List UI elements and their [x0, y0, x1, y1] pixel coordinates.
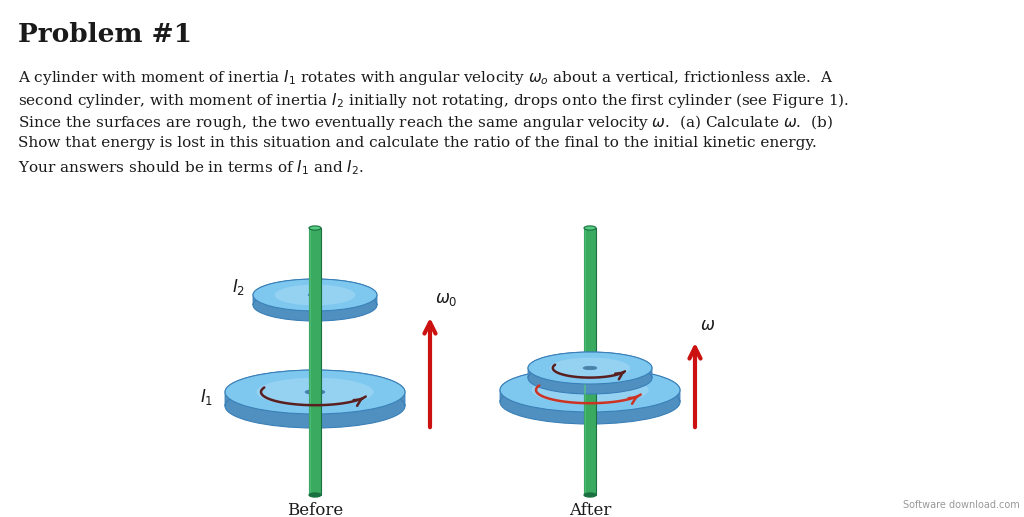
Text: second cylinder, with moment of inertia $I_2$ initially not rotating, drops onto: second cylinder, with moment of inertia … [18, 90, 849, 110]
Ellipse shape [531, 376, 648, 404]
Ellipse shape [305, 390, 325, 394]
Ellipse shape [528, 352, 652, 384]
Polygon shape [253, 279, 377, 305]
Text: Your answers should be in terms of $I_1$ and $I_2$.: Your answers should be in terms of $I_1$… [18, 158, 364, 177]
Ellipse shape [584, 226, 596, 230]
Ellipse shape [253, 279, 377, 311]
Text: $\omega_0$: $\omega_0$ [435, 291, 458, 308]
Polygon shape [528, 352, 652, 378]
Ellipse shape [584, 366, 597, 370]
Text: Problem #1: Problem #1 [18, 22, 193, 47]
Text: After: After [568, 502, 611, 517]
Text: $I_2$: $I_2$ [231, 277, 245, 297]
Ellipse shape [309, 226, 321, 230]
Ellipse shape [309, 493, 321, 497]
Text: $\omega$: $\omega$ [700, 317, 715, 334]
Ellipse shape [253, 289, 377, 321]
Ellipse shape [550, 358, 631, 378]
Bar [584, 228, 587, 495]
Ellipse shape [308, 293, 322, 297]
Bar [309, 228, 321, 495]
Text: $I_1$: $I_1$ [200, 387, 213, 407]
Polygon shape [500, 368, 680, 402]
Ellipse shape [500, 380, 680, 424]
Text: Since the surfaces are rough, the two eventually reach the same angular velocity: Since the surfaces are rough, the two ev… [18, 113, 833, 132]
Text: Software download.com: Software download.com [903, 500, 1020, 510]
Text: Before: Before [287, 502, 343, 517]
Ellipse shape [528, 362, 652, 394]
Ellipse shape [256, 378, 374, 406]
Ellipse shape [584, 493, 596, 497]
Ellipse shape [225, 384, 406, 428]
Ellipse shape [500, 368, 680, 412]
Text: A cylinder with moment of inertia $I_1$ rotates with angular velocity $\omega_o$: A cylinder with moment of inertia $I_1$ … [18, 68, 834, 87]
Bar [309, 228, 311, 495]
Ellipse shape [225, 370, 406, 414]
Ellipse shape [274, 284, 355, 306]
Text: Show that energy is lost in this situation and calculate the ratio of the final : Show that energy is lost in this situati… [18, 135, 817, 149]
Polygon shape [225, 370, 406, 406]
Ellipse shape [581, 388, 600, 392]
Bar [584, 228, 596, 495]
